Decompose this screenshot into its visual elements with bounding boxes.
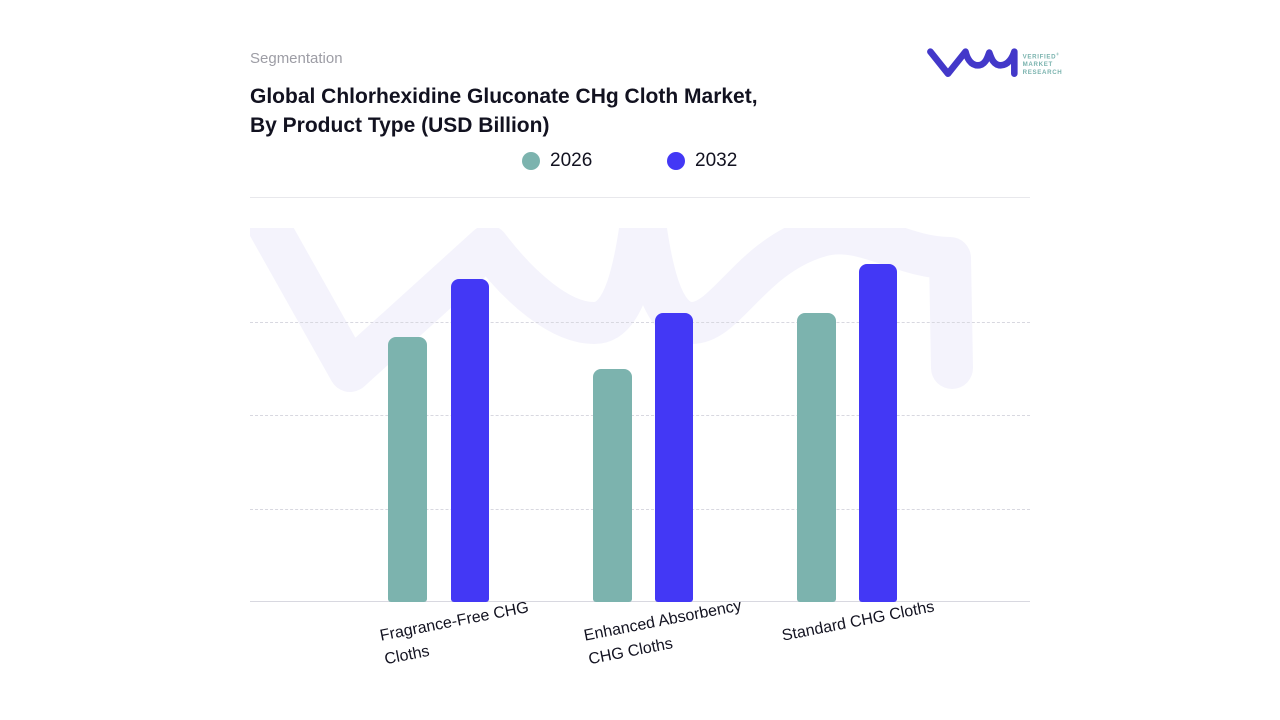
svg-text:RESEARCH: RESEARCH	[1023, 69, 1063, 76]
svg-text:MARKET: MARKET	[1023, 61, 1053, 68]
svg-text:VERIFIED®: VERIFIED®	[1023, 53, 1060, 61]
